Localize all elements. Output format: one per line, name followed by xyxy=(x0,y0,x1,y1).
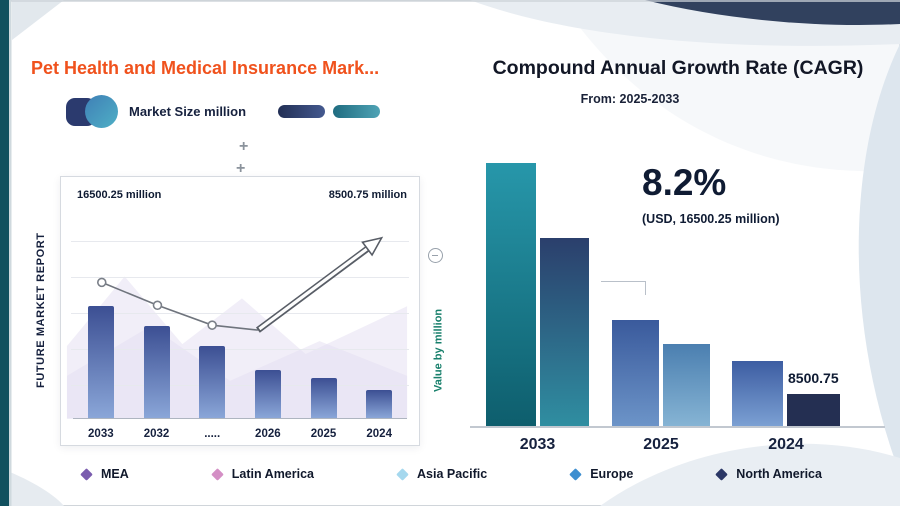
cagr-title: Compound Annual Growth Rate (CAGR) xyxy=(492,57,864,79)
cagr-bar xyxy=(787,394,840,426)
legend-item-latin-america: Latin America xyxy=(210,467,314,481)
market-size-x-axis: 2033 2032..... 2026 2025 2024 xyxy=(73,428,407,440)
market-size-bar-2033 xyxy=(87,306,114,418)
cagr-bar xyxy=(486,163,536,426)
market-size-bar-2032 xyxy=(143,326,170,418)
region-legend: MEA Latin America Asia Pacific Europe North … xyxy=(80,463,822,485)
market-size-bar-2024 xyxy=(366,390,393,418)
gridline xyxy=(71,349,409,350)
x-axis-label: ..... xyxy=(204,428,221,440)
gridline xyxy=(71,385,409,386)
x-axis-label: 2024 xyxy=(366,428,392,440)
bar-column xyxy=(296,219,352,418)
bar-column xyxy=(240,219,296,418)
left-chart-title: Pet Health and Medical Insurance Mark... xyxy=(31,58,380,78)
cagr-note: (USD, 16500.25 million) xyxy=(642,212,780,226)
legend-label: Europe xyxy=(590,467,634,481)
pill-navy-decoration xyxy=(278,105,326,118)
market-size-label: Market Size million xyxy=(129,104,247,119)
cagr-group-2024: 2024 xyxy=(732,361,840,453)
gridline xyxy=(71,277,409,278)
cagr-chart: 8500.75 2033 2025 2024 xyxy=(470,150,885,453)
market-size-bar-2025 xyxy=(310,378,337,418)
legend-diamond-icon xyxy=(210,467,224,481)
legend-label: MEA xyxy=(101,467,129,481)
cagr-bar xyxy=(663,344,710,426)
market-size-bar-..... xyxy=(199,346,226,418)
legend-label: Latin America xyxy=(231,467,314,481)
market-size-legend: Market Size million xyxy=(66,95,381,128)
market-size-bars-area xyxy=(73,219,407,419)
icon-circle-teal xyxy=(85,95,118,128)
end-value-label: 8500.75 million xyxy=(328,189,407,201)
value-by-million-label: Value by million xyxy=(432,308,445,392)
bar-column xyxy=(129,219,185,418)
x-axis-label: 2025 xyxy=(310,428,337,440)
cagr-x-label: 2024 xyxy=(768,436,804,453)
cagr-value: 8.2% xyxy=(642,162,727,203)
bar-column xyxy=(73,219,129,418)
cagr-group-2025: 2025 xyxy=(612,320,710,453)
cagr-group-2033: 2033 xyxy=(486,163,589,453)
legend-label: North America xyxy=(736,467,822,481)
x-axis-label: 2033 xyxy=(88,428,114,440)
legend-diamond-icon xyxy=(569,467,583,481)
cagr-x-label: 2025 xyxy=(643,436,679,453)
legend-label: Asia Pacific xyxy=(417,467,488,481)
legend-item-north-america: North America xyxy=(715,467,822,481)
cagr-bar xyxy=(732,361,783,426)
x-axis-label: 2032 xyxy=(143,428,170,440)
start-value-label: 16500.25 million xyxy=(77,189,162,201)
plus-decoration: + xyxy=(236,160,246,177)
cagr-bar xyxy=(540,238,589,426)
legend-item-europe: Europe xyxy=(569,467,634,481)
bar-column xyxy=(351,219,407,418)
future-market-report-label: FUTURE MARKET REPORT xyxy=(35,232,47,388)
cagr-x-label: 2033 xyxy=(519,436,556,453)
cagr-range-subtitle: From: 2025-2033 xyxy=(580,92,680,106)
pill-teal-decoration xyxy=(333,105,381,118)
market-size-chart: 16500.25 million 8500.75 million 2033 203… xyxy=(60,176,420,446)
market-size-bar-2026 xyxy=(254,370,281,418)
plus-decoration: + xyxy=(239,138,249,155)
minus-circle-icon xyxy=(428,248,443,263)
end-value-2024-label: 8500.75 xyxy=(788,370,839,386)
bracket-decoration xyxy=(601,281,646,295)
gridline xyxy=(71,241,409,242)
bar-column xyxy=(184,219,240,418)
x-axis-label: 2026 xyxy=(255,428,281,440)
chart-endpoint-values: 16500.25 million 8500.75 million xyxy=(77,189,407,201)
market-size-icon xyxy=(66,95,118,128)
cagr-bar xyxy=(612,320,659,426)
legend-diamond-icon xyxy=(715,467,729,481)
legend-diamond-icon xyxy=(396,467,409,481)
legend-item-mea: MEA xyxy=(80,467,129,481)
legend-diamond-icon xyxy=(80,467,93,481)
legend-item-asia-pacific: Asia Pacific xyxy=(396,467,488,481)
